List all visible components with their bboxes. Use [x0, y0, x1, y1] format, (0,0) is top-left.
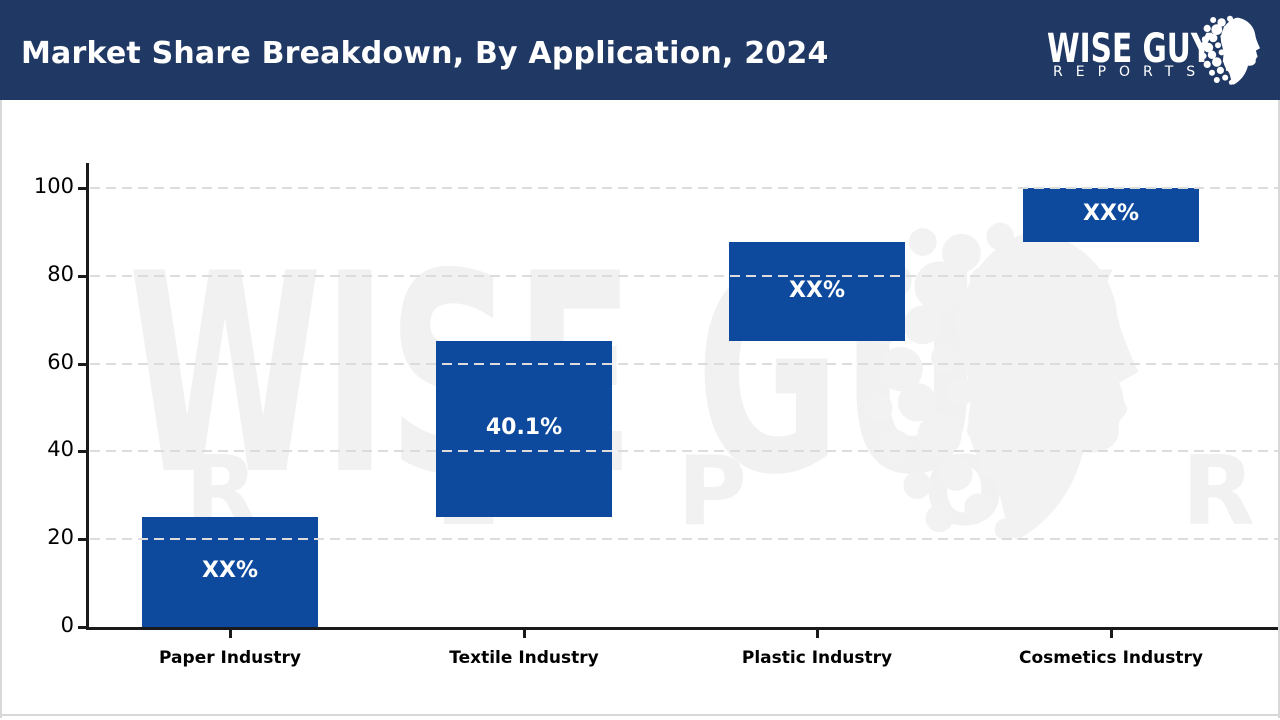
bar-label-cosmetics-industry: XX%	[1083, 200, 1139, 226]
gridline-80	[90, 274, 1278, 277]
x-tick-label-cosmetics-industry: Cosmetics Industry	[1019, 648, 1203, 668]
bar-label-textile-industry: 40.1%	[485, 415, 563, 441]
x-tick-textile-industry	[523, 630, 526, 638]
bar-plastic-industry	[729, 241, 905, 342]
x-axis-spine	[86, 627, 1278, 630]
y-tick-label-40: 40	[47, 437, 74, 462]
x-tick-label-paper-industry: Paper Industry	[159, 648, 301, 668]
header-bar: Market Share Breakdown, By Application, …	[0, 0, 1280, 100]
page-border-bottom	[0, 714, 1280, 716]
bar-textile-industry	[436, 341, 612, 518]
y-tick-40	[78, 450, 86, 454]
logo-wordmark: WISE GUY	[1047, 26, 1213, 72]
bar-cosmetics-industry	[1023, 188, 1199, 242]
bar-paper-industry	[142, 517, 318, 627]
brand-logo: WISE GUY REPORTS	[1000, 6, 1270, 96]
page-border-right	[1278, 100, 1280, 718]
x-tick-label-plastic-industry: Plastic Industry	[741, 648, 893, 668]
y-tick-label-100: 100	[33, 174, 74, 198]
y-tick-60	[78, 362, 86, 366]
gridline-20	[90, 538, 1278, 541]
logo-subtext: REPORTS	[1053, 64, 1209, 80]
y-axis-spine	[86, 163, 89, 630]
y-tick-label-60: 60	[47, 349, 74, 374]
y-tick-20	[78, 538, 86, 542]
bar-label-paper-industry: XX%	[202, 558, 258, 584]
y-tick-label-80: 80	[47, 261, 74, 286]
x-tick-cosmetics-industry	[1110, 630, 1113, 638]
x-tick-plastic-industry	[816, 630, 819, 638]
y-tick-label-0: 0	[60, 613, 74, 637]
gridline-60	[90, 362, 1278, 365]
y-tick-80	[78, 274, 86, 278]
bar-label-plastic-industry: XX%	[789, 277, 845, 303]
page-border-left	[0, 100, 2, 718]
x-tick-label-textile-industry: Textile Industry	[449, 648, 599, 668]
y-tick-100	[78, 187, 86, 190]
y-tick-label-20: 20	[47, 525, 74, 550]
watermark-subtext: R E P O R T S	[185, 437, 1280, 547]
x-tick-paper-industry	[229, 630, 232, 638]
y-tick-0	[78, 626, 86, 629]
gridline-100	[90, 187, 1278, 189]
chart-title: Market Share Breakdown, By Application, …	[21, 36, 829, 71]
gridline-40	[90, 450, 1278, 453]
dotted-face-icon	[1200, 15, 1260, 85]
plot-region: 0 20 40 60 80 100 XX% Paper Industry 40.1% Textil…	[0, 100, 1280, 720]
